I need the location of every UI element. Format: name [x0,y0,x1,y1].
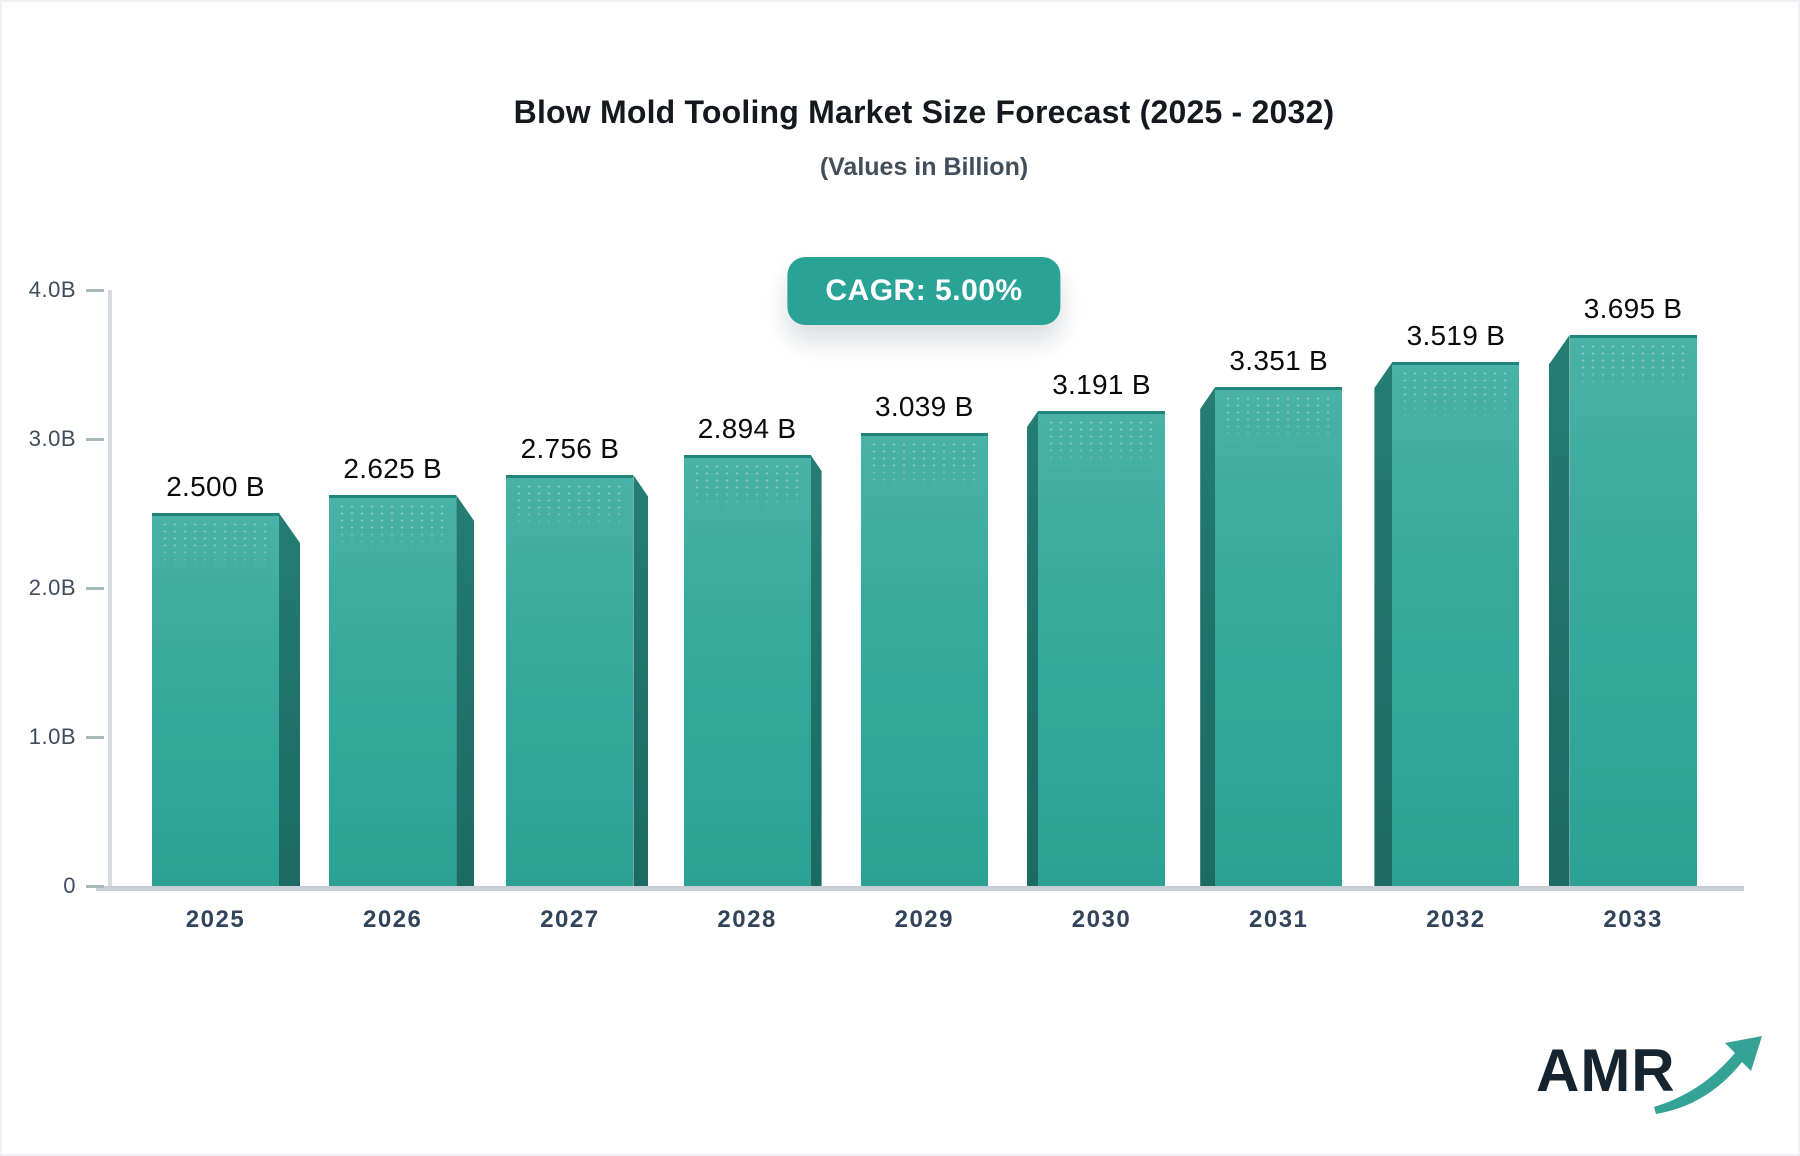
bar-2030 [1038,411,1165,886]
bar-value-label-2030: 3.191 B [1052,369,1151,400]
bar-2031 [1215,387,1343,886]
bar-side-2027 [633,475,649,886]
y-tick-label: 2.0B [28,575,76,600]
bar-2027 [506,475,634,886]
bar-value-label-2025: 2.500 B [166,471,265,502]
bar-side-2033 [1548,335,1570,886]
x-axis-label-2028: 2028 [717,906,777,933]
bar-value-label-2027: 2.756 B [520,433,620,464]
bar-2028 [683,455,811,886]
y-tick-mark [86,736,104,739]
y-tick-mark [86,885,104,888]
x-axis-label-2025: 2025 [185,906,246,933]
x-axis-label-2030: 2030 [1071,906,1132,933]
bar-side-2030 [1027,411,1038,886]
x-axis-label-2033: 2033 [1603,906,1663,933]
bar-value-label-2033: 3.695 B [1583,293,1683,324]
x-axis-label-2026: 2026 [362,906,423,933]
chart-title: Blow Mold Tooling Market Size Forecast (… [513,94,1335,130]
bar-side-2028 [810,455,822,886]
bar-2032 [1392,362,1520,886]
growth-arrow-icon [1654,1036,1762,1114]
chart-subtitle: (Values in Billion) [819,153,1029,181]
y-tick-label: 4.0B [28,277,76,302]
bar-value-label-2032: 3.519 B [1406,320,1506,351]
bar-2029 [860,433,988,886]
y-tick-mark [86,438,104,441]
y-tick-mark [86,289,104,292]
y-tick-label: 0 [63,873,76,898]
y-tick-label: 3.0B [28,426,76,451]
chart-header: Blow Mold Tooling Market Size Forecast (… [50,94,1798,182]
cagr-badge: CAGR: 5.00% [787,257,1061,325]
bar-2033 [1569,335,1697,886]
bar-side-2025 [279,513,300,886]
bar-side-2031 [1200,387,1216,886]
amr-logo-text: AMR [1536,1037,1676,1104]
y-tick-mark [86,587,104,590]
x-axis-label-2031: 2031 [1248,906,1309,933]
x-axis-label-2027: 2027 [540,906,600,933]
y-tick-label: 1.0B [28,724,76,749]
x-axis-baseline [96,886,1744,891]
bar-side-2026 [456,495,475,886]
bar-2025 [152,513,279,886]
amr-logo: AMR [1530,1024,1770,1134]
x-axis-label-2032: 2032 [1426,906,1486,933]
bar-value-label-2029: 3.039 B [874,391,974,422]
bar-value-label-2031: 3.351 B [1229,345,1328,376]
bar-value-label-2026: 2.625 B [343,453,442,484]
bar-2026 [329,495,457,886]
bar-side-2032 [1374,362,1393,886]
x-axis-label-2029: 2029 [894,906,954,933]
bar-value-label-2028: 2.894 B [697,413,797,444]
y-axis-line [108,290,112,886]
